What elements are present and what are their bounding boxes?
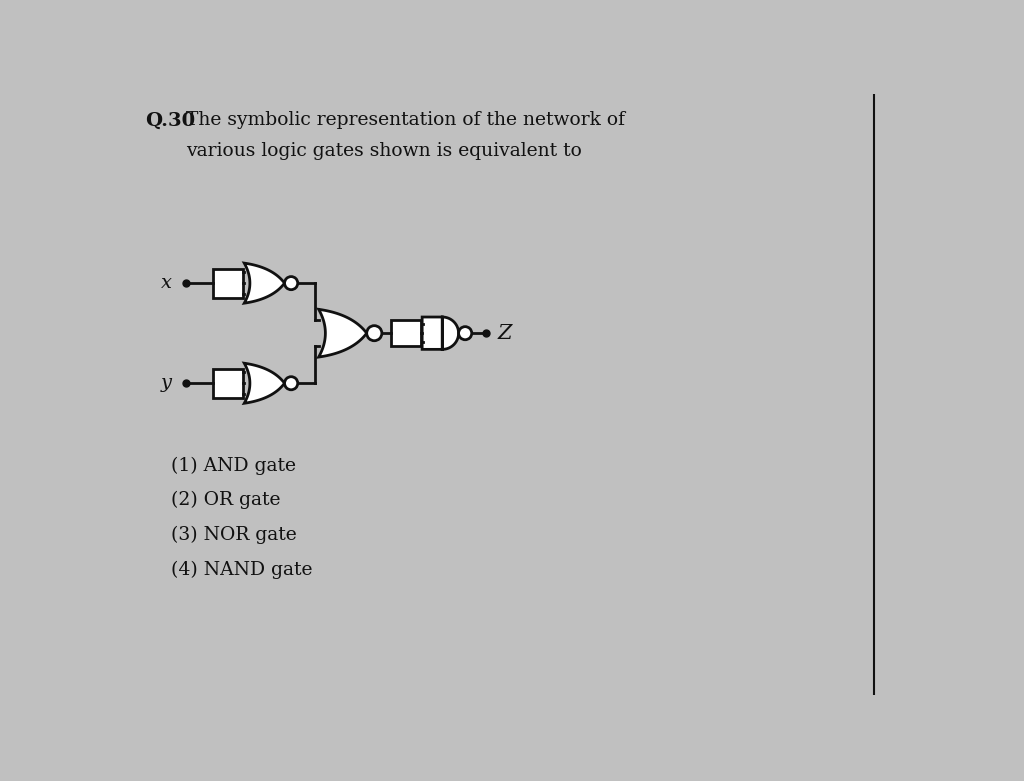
Text: The symbolic representation of the network of: The symbolic representation of the netwo…: [186, 112, 625, 130]
Circle shape: [285, 376, 298, 390]
Polygon shape: [245, 363, 285, 403]
Polygon shape: [422, 317, 459, 349]
Text: (3) NOR gate: (3) NOR gate: [171, 526, 296, 544]
Polygon shape: [245, 263, 285, 303]
Text: (2) OR gate: (2) OR gate: [171, 491, 281, 509]
Text: y: y: [161, 374, 172, 392]
Circle shape: [367, 326, 382, 341]
Text: x: x: [161, 274, 172, 292]
Circle shape: [285, 276, 298, 290]
Text: Q.30: Q.30: [145, 112, 196, 130]
Text: (1) AND gate: (1) AND gate: [171, 456, 296, 475]
Text: various logic gates shown is equivalent to: various logic gates shown is equivalent …: [186, 142, 582, 160]
Bar: [213, 269, 243, 298]
Text: Z: Z: [498, 323, 512, 343]
Circle shape: [459, 326, 472, 340]
Text: (4) NAND gate: (4) NAND gate: [171, 560, 312, 579]
Bar: [391, 320, 421, 346]
Polygon shape: [318, 309, 367, 357]
Bar: [213, 369, 243, 398]
